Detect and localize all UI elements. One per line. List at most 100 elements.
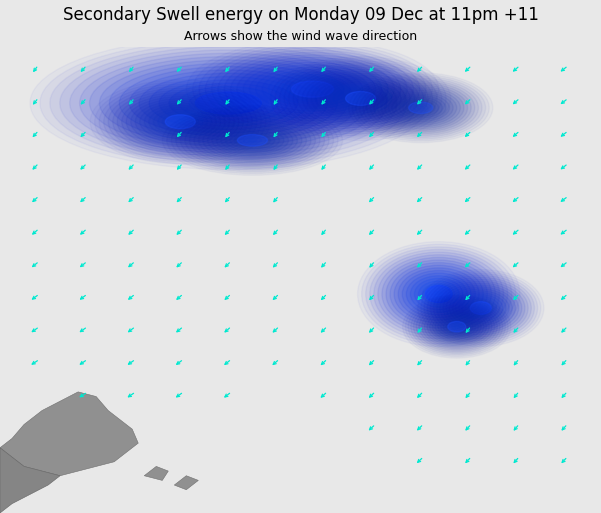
Text: Secondary Swell energy on Monday 09 Dec at 11pm +11: Secondary Swell energy on Monday 09 Dec … (63, 6, 538, 24)
Ellipse shape (256, 67, 370, 111)
Ellipse shape (385, 90, 457, 125)
Ellipse shape (179, 87, 278, 120)
Ellipse shape (406, 273, 471, 315)
Ellipse shape (409, 102, 433, 113)
Ellipse shape (471, 302, 490, 314)
Ellipse shape (203, 121, 302, 160)
Ellipse shape (307, 87, 319, 91)
Ellipse shape (269, 72, 357, 106)
Ellipse shape (390, 263, 487, 326)
Ellipse shape (169, 83, 288, 123)
Ellipse shape (423, 284, 455, 305)
Ellipse shape (117, 92, 243, 151)
Ellipse shape (436, 281, 525, 335)
Ellipse shape (475, 304, 487, 312)
Polygon shape (144, 466, 168, 480)
Ellipse shape (166, 115, 194, 128)
Ellipse shape (149, 107, 212, 136)
Ellipse shape (441, 317, 473, 336)
Ellipse shape (90, 56, 367, 150)
Ellipse shape (221, 128, 284, 152)
Ellipse shape (139, 73, 318, 133)
Ellipse shape (378, 255, 499, 333)
Ellipse shape (144, 105, 216, 139)
Ellipse shape (175, 120, 185, 124)
Ellipse shape (119, 67, 338, 140)
Ellipse shape (430, 289, 447, 299)
Ellipse shape (291, 81, 334, 97)
Ellipse shape (347, 92, 374, 105)
Polygon shape (0, 392, 138, 476)
Ellipse shape (206, 48, 420, 131)
Ellipse shape (165, 115, 195, 129)
Ellipse shape (189, 116, 316, 165)
Ellipse shape (448, 322, 465, 331)
Ellipse shape (374, 252, 504, 336)
Ellipse shape (394, 265, 483, 323)
Ellipse shape (440, 283, 522, 333)
Ellipse shape (403, 99, 439, 116)
Ellipse shape (294, 82, 332, 96)
Ellipse shape (435, 291, 443, 297)
Ellipse shape (446, 287, 516, 329)
Ellipse shape (189, 90, 268, 116)
Ellipse shape (195, 92, 261, 114)
Ellipse shape (198, 93, 258, 113)
Ellipse shape (108, 88, 252, 155)
Ellipse shape (212, 50, 413, 128)
Ellipse shape (307, 73, 415, 124)
Ellipse shape (459, 294, 503, 322)
Ellipse shape (456, 293, 506, 323)
Ellipse shape (454, 325, 460, 328)
Ellipse shape (356, 96, 365, 101)
Ellipse shape (329, 84, 392, 113)
Ellipse shape (135, 101, 225, 143)
Ellipse shape (219, 100, 238, 106)
Ellipse shape (153, 109, 207, 134)
Ellipse shape (297, 69, 424, 128)
Ellipse shape (346, 91, 376, 106)
Ellipse shape (334, 86, 388, 111)
Ellipse shape (302, 71, 419, 126)
Ellipse shape (427, 286, 451, 302)
Ellipse shape (248, 139, 257, 142)
Ellipse shape (159, 80, 298, 126)
Ellipse shape (185, 114, 320, 167)
Ellipse shape (427, 309, 487, 344)
Ellipse shape (402, 270, 475, 318)
Ellipse shape (239, 135, 266, 146)
Ellipse shape (281, 77, 344, 102)
Ellipse shape (198, 120, 307, 161)
Ellipse shape (381, 89, 460, 127)
Ellipse shape (374, 85, 468, 130)
Ellipse shape (388, 92, 453, 124)
Ellipse shape (416, 303, 498, 350)
Ellipse shape (367, 82, 475, 134)
Ellipse shape (414, 279, 463, 310)
Ellipse shape (399, 97, 442, 118)
Ellipse shape (79, 53, 377, 153)
Ellipse shape (448, 322, 466, 332)
Ellipse shape (293, 67, 428, 130)
Ellipse shape (438, 315, 476, 338)
Ellipse shape (60, 47, 397, 160)
Ellipse shape (130, 98, 230, 145)
Ellipse shape (413, 302, 500, 352)
Ellipse shape (171, 117, 189, 126)
Ellipse shape (424, 308, 489, 346)
Ellipse shape (209, 96, 248, 110)
Ellipse shape (109, 63, 347, 143)
Ellipse shape (478, 306, 484, 310)
Text: Arrows show the wind wave direction: Arrows show the wind wave direction (184, 30, 417, 43)
Ellipse shape (432, 312, 481, 341)
Ellipse shape (465, 299, 496, 318)
Ellipse shape (224, 55, 401, 123)
Ellipse shape (343, 90, 379, 107)
Ellipse shape (194, 117, 311, 163)
Ellipse shape (225, 130, 279, 151)
Ellipse shape (249, 65, 376, 113)
Ellipse shape (386, 260, 492, 328)
Ellipse shape (370, 83, 471, 132)
Ellipse shape (316, 77, 406, 120)
Ellipse shape (126, 96, 234, 147)
